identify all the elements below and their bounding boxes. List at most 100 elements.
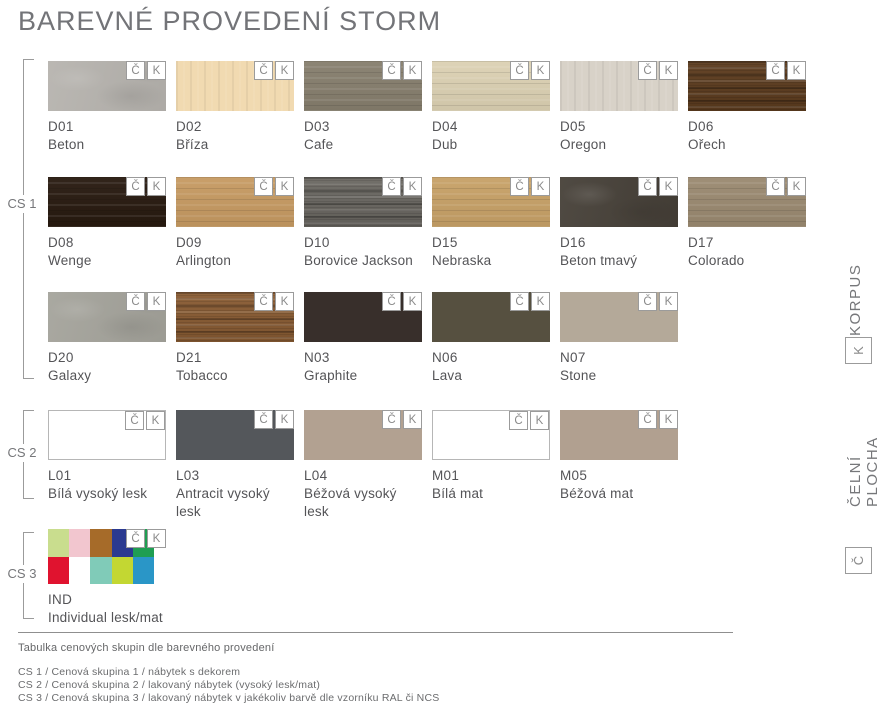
front-badge: Č bbox=[125, 411, 144, 430]
swatch-code: M01 bbox=[432, 468, 460, 483]
korpus-badge: K bbox=[787, 61, 806, 80]
swatch-d01: Č K bbox=[48, 61, 166, 111]
swatch-row-4: Č K L01 Bílá vysoký lesk Č K L03 Antraci… bbox=[48, 410, 678, 521]
swatch-name: Arlington bbox=[176, 253, 232, 268]
swatch-row-3: Č K D20 Galaxy Č K D21 Tobacco Č K bbox=[48, 292, 678, 385]
swatch-cell-d06: Č K D06 Ořech bbox=[688, 61, 806, 154]
swatch-cell-n06: Č K N06 Lava bbox=[432, 292, 550, 385]
swatch-cell-d16: Č K D16 Beton tmavý bbox=[560, 177, 678, 270]
swatch-code: D05 bbox=[560, 119, 586, 134]
swatch-code: D06 bbox=[688, 119, 714, 134]
front-badge: Č bbox=[126, 61, 145, 80]
ind-color-cell bbox=[48, 556, 70, 584]
front-badge: Č bbox=[382, 292, 401, 311]
korpus-badge: K bbox=[147, 61, 166, 80]
korpus-badge: K bbox=[531, 292, 550, 311]
swatch-code: D08 bbox=[48, 235, 74, 250]
front-badge: Č bbox=[382, 61, 401, 80]
corner-badges: Č K bbox=[382, 177, 422, 196]
corner-badges: Č K bbox=[382, 61, 422, 80]
swatch-name: Galaxy bbox=[48, 368, 92, 383]
korpus-badge: K bbox=[275, 292, 294, 311]
corner-badges: Č K bbox=[126, 529, 166, 548]
swatch-d10: Č K bbox=[304, 177, 422, 227]
celni-legend-badge: Č bbox=[845, 547, 872, 574]
swatch-d17: Č K bbox=[688, 177, 806, 227]
front-badge: Č bbox=[638, 410, 657, 429]
front-badge: Č bbox=[382, 410, 401, 429]
swatch-cell-n07: Č K N07 Stone bbox=[560, 292, 678, 385]
celni-badge-letter: Č bbox=[850, 555, 866, 566]
swatch-code: D16 bbox=[560, 235, 586, 250]
corner-badges: Č K bbox=[254, 410, 294, 429]
footer-line-cs1: CS 1 / Cenová skupina 1 / nábytek s deko… bbox=[18, 666, 241, 678]
swatch-d15: Č K bbox=[432, 177, 550, 227]
swatch-code: L04 bbox=[304, 468, 328, 483]
swatch-code: D02 bbox=[176, 119, 202, 134]
swatch-name: Ořech bbox=[688, 137, 726, 152]
swatch-ind: Č K bbox=[48, 529, 166, 584]
corner-badges: Č K bbox=[125, 411, 165, 430]
ind-color-cell bbox=[69, 556, 91, 584]
corner-badges: Č K bbox=[254, 177, 294, 196]
footer-line-cs3: CS 3 / Cenová skupina 3 / lakovaný nábyt… bbox=[18, 692, 440, 704]
korpus-badge: K bbox=[659, 292, 678, 311]
footer-legend: CS 1 / Cenová skupina 1 / nábytek s deko… bbox=[18, 666, 439, 705]
korpus-badge: K bbox=[275, 410, 294, 429]
front-badge: Č bbox=[254, 410, 273, 429]
corner-badges: Č K bbox=[509, 411, 549, 430]
front-badge: Č bbox=[126, 529, 145, 548]
korpus-badge: K bbox=[403, 177, 422, 196]
korpus-legend-badge: K bbox=[845, 337, 872, 364]
front-badge: Č bbox=[638, 61, 657, 80]
swatch-name: Borovice Jackson bbox=[304, 253, 413, 268]
swatch-m05: Č K bbox=[560, 410, 678, 460]
swatch-name: Colorado bbox=[688, 253, 745, 268]
swatch-d06: Č K bbox=[688, 61, 806, 111]
swatch-name: Lava bbox=[432, 368, 463, 383]
cs1-label: CS 1 bbox=[2, 195, 42, 213]
swatch-l01: Č K bbox=[48, 410, 166, 460]
swatch-cell-l03: Č K L03 Antracit vysoký lesk bbox=[176, 410, 294, 521]
corner-badges: Č K bbox=[766, 177, 806, 196]
swatch-code: D17 bbox=[688, 235, 714, 250]
swatch-code: L01 bbox=[48, 468, 72, 483]
swatch-name: Béžová mat bbox=[560, 486, 634, 501]
swatch-cell-d15: Č K D15 Nebraska bbox=[432, 177, 550, 270]
korpus-badge: K bbox=[530, 411, 549, 430]
swatch-row-5: Č K IND Individual lesk/mat bbox=[48, 529, 166, 627]
swatch-name: Béžová vysoký lesk bbox=[304, 486, 397, 519]
front-badge: Č bbox=[766, 61, 785, 80]
corner-badges: Č K bbox=[382, 292, 422, 311]
swatch-code: D21 bbox=[176, 350, 202, 365]
swatch-cell-d04: Č K D04 Dub bbox=[432, 61, 550, 154]
front-badge: Č bbox=[638, 292, 657, 311]
swatch-row-2: Č K D08 Wenge Č K D09 Arlington Č K bbox=[48, 177, 806, 270]
cs2-label: CS 2 bbox=[2, 444, 42, 462]
ind-color-cell bbox=[111, 556, 133, 584]
korpus-badge: K bbox=[275, 177, 294, 196]
ind-color-cell bbox=[90, 529, 112, 557]
swatch-cell-m01: Č K M01 Bílá mat bbox=[432, 410, 550, 521]
corner-badges: Č K bbox=[638, 61, 678, 80]
swatch-d05: Č K bbox=[560, 61, 678, 111]
swatch-code: D03 bbox=[304, 119, 330, 134]
swatch-d03: Č K bbox=[304, 61, 422, 111]
korpus-badge: K bbox=[147, 177, 166, 196]
corner-badges: Č K bbox=[510, 292, 550, 311]
korpus-badge: K bbox=[659, 61, 678, 80]
swatch-name: Stone bbox=[560, 368, 597, 383]
swatch-d04: Č K bbox=[432, 61, 550, 111]
swatch-name: Bříza bbox=[176, 137, 209, 152]
front-badge: Č bbox=[510, 292, 529, 311]
cs3-label: CS 3 bbox=[2, 565, 42, 583]
swatch-code: L03 bbox=[176, 468, 200, 483]
korpus-badge: K bbox=[531, 61, 550, 80]
footer-divider bbox=[18, 632, 733, 633]
ind-color-cell bbox=[132, 556, 154, 584]
swatch-code: M05 bbox=[560, 468, 588, 483]
corner-badges: Č K bbox=[126, 292, 166, 311]
swatch-cell-n03: Č K N03 Graphite bbox=[304, 292, 422, 385]
cs1-bracket bbox=[23, 59, 34, 379]
